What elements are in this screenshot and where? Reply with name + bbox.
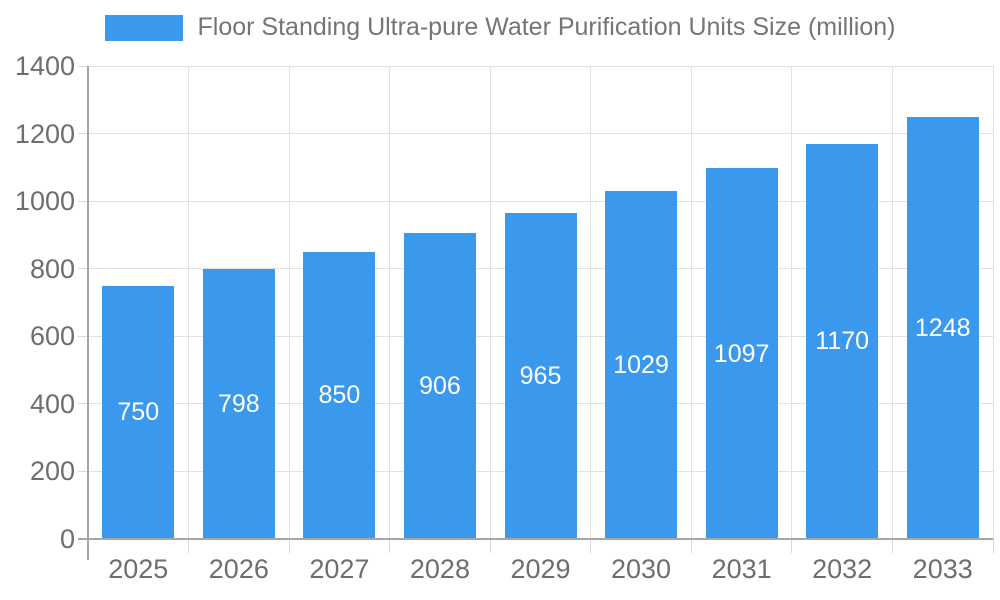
legend-swatch [104, 14, 183, 41]
v-gridline [690, 66, 692, 539]
bar: 906 [403, 232, 476, 539]
v-gridline [389, 66, 391, 539]
x-tick-label: 2030 [611, 554, 672, 584]
x-tick [389, 539, 391, 553]
bar: 1248 [906, 117, 979, 539]
bar: 1170 [806, 143, 879, 539]
y-tick [78, 133, 88, 135]
legend: Floor Standing Ultra-pure Water Purifica… [0, 14, 1000, 41]
bar-value-label: 1170 [815, 327, 870, 356]
y-tick [78, 65, 88, 67]
x-tick [690, 539, 692, 553]
h-gridline [88, 65, 993, 67]
v-gridline [992, 66, 994, 539]
x-tick-label: 2028 [409, 554, 470, 584]
bar-value-label: 965 [519, 361, 562, 390]
y-tick [78, 403, 88, 405]
v-gridline [891, 66, 893, 539]
v-gridline [791, 66, 793, 539]
y-tick-label: 1200 [14, 118, 75, 149]
bar-value-label: 750 [117, 398, 160, 427]
x-tick-label: 2026 [208, 554, 269, 584]
x-tick [188, 539, 190, 553]
y-tick-label: 600 [29, 321, 75, 352]
x-axis-line [78, 538, 993, 540]
x-tick [489, 539, 491, 553]
y-tick-label: 800 [29, 253, 75, 284]
bar: 798 [202, 269, 275, 539]
v-gridline [489, 66, 491, 539]
x-tick [992, 539, 994, 553]
h-gridline [88, 200, 993, 202]
y-tick-label: 400 [29, 388, 75, 419]
x-tick-label: 2029 [510, 554, 571, 584]
bar-value-label: 1248 [914, 314, 971, 343]
y-tick-label: 1000 [14, 186, 75, 217]
bar: 965 [504, 212, 577, 539]
h-gridline [88, 133, 993, 135]
y-tick [78, 335, 88, 337]
x-tick [891, 539, 893, 553]
bar-value-label: 798 [217, 390, 260, 419]
v-gridline [188, 66, 190, 539]
y-tick [78, 268, 88, 270]
bar-value-label: 1029 [613, 351, 669, 380]
bar-value-label: 906 [419, 371, 461, 400]
legend-label: Floor Standing Ultra-pure Water Purifica… [197, 13, 896, 41]
y-tick-label: 200 [29, 456, 75, 487]
x-tick [791, 539, 793, 553]
y-tick [78, 470, 88, 472]
y-axis-line [87, 66, 89, 560]
bar-value-label: 850 [318, 381, 361, 410]
v-gridline [590, 66, 592, 539]
x-tick-label: 2027 [309, 554, 370, 584]
x-tick-label: 2025 [108, 554, 169, 584]
x-tick-label: 2032 [812, 554, 873, 584]
x-tick-label: 2033 [912, 554, 973, 584]
y-tick [78, 200, 88, 202]
x-tick [288, 539, 290, 553]
x-tick [590, 539, 592, 553]
bar: 1097 [705, 168, 778, 539]
y-tick-label: 0 [59, 524, 75, 554]
v-gridline [288, 66, 290, 539]
bar-value-label: 1097 [713, 339, 770, 368]
bar: 1029 [605, 191, 678, 539]
bar: 850 [303, 251, 376, 539]
y-tick-label: 1400 [14, 51, 75, 81]
bar: 750 [102, 285, 175, 539]
x-tick-label: 2031 [711, 554, 772, 584]
